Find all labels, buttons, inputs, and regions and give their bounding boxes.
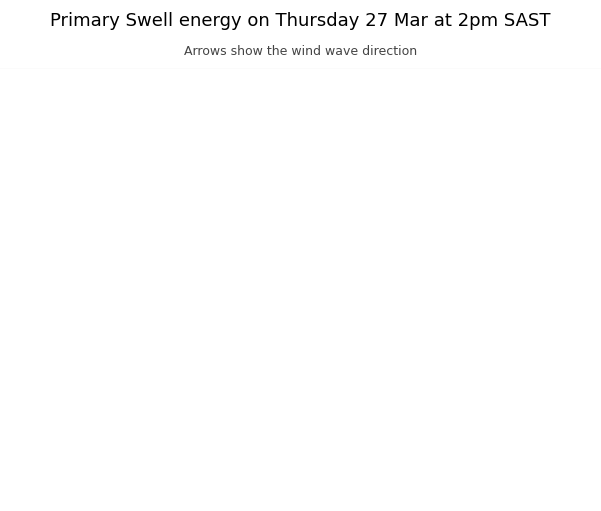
Text: Arrows show the wind wave direction: Arrows show the wind wave direction xyxy=(184,45,417,58)
Text: cartopy required: cartopy required xyxy=(219,281,382,299)
Text: Primary Swell energy on Thursday 27 Mar at 2pm SAST: Primary Swell energy on Thursday 27 Mar … xyxy=(50,12,551,30)
